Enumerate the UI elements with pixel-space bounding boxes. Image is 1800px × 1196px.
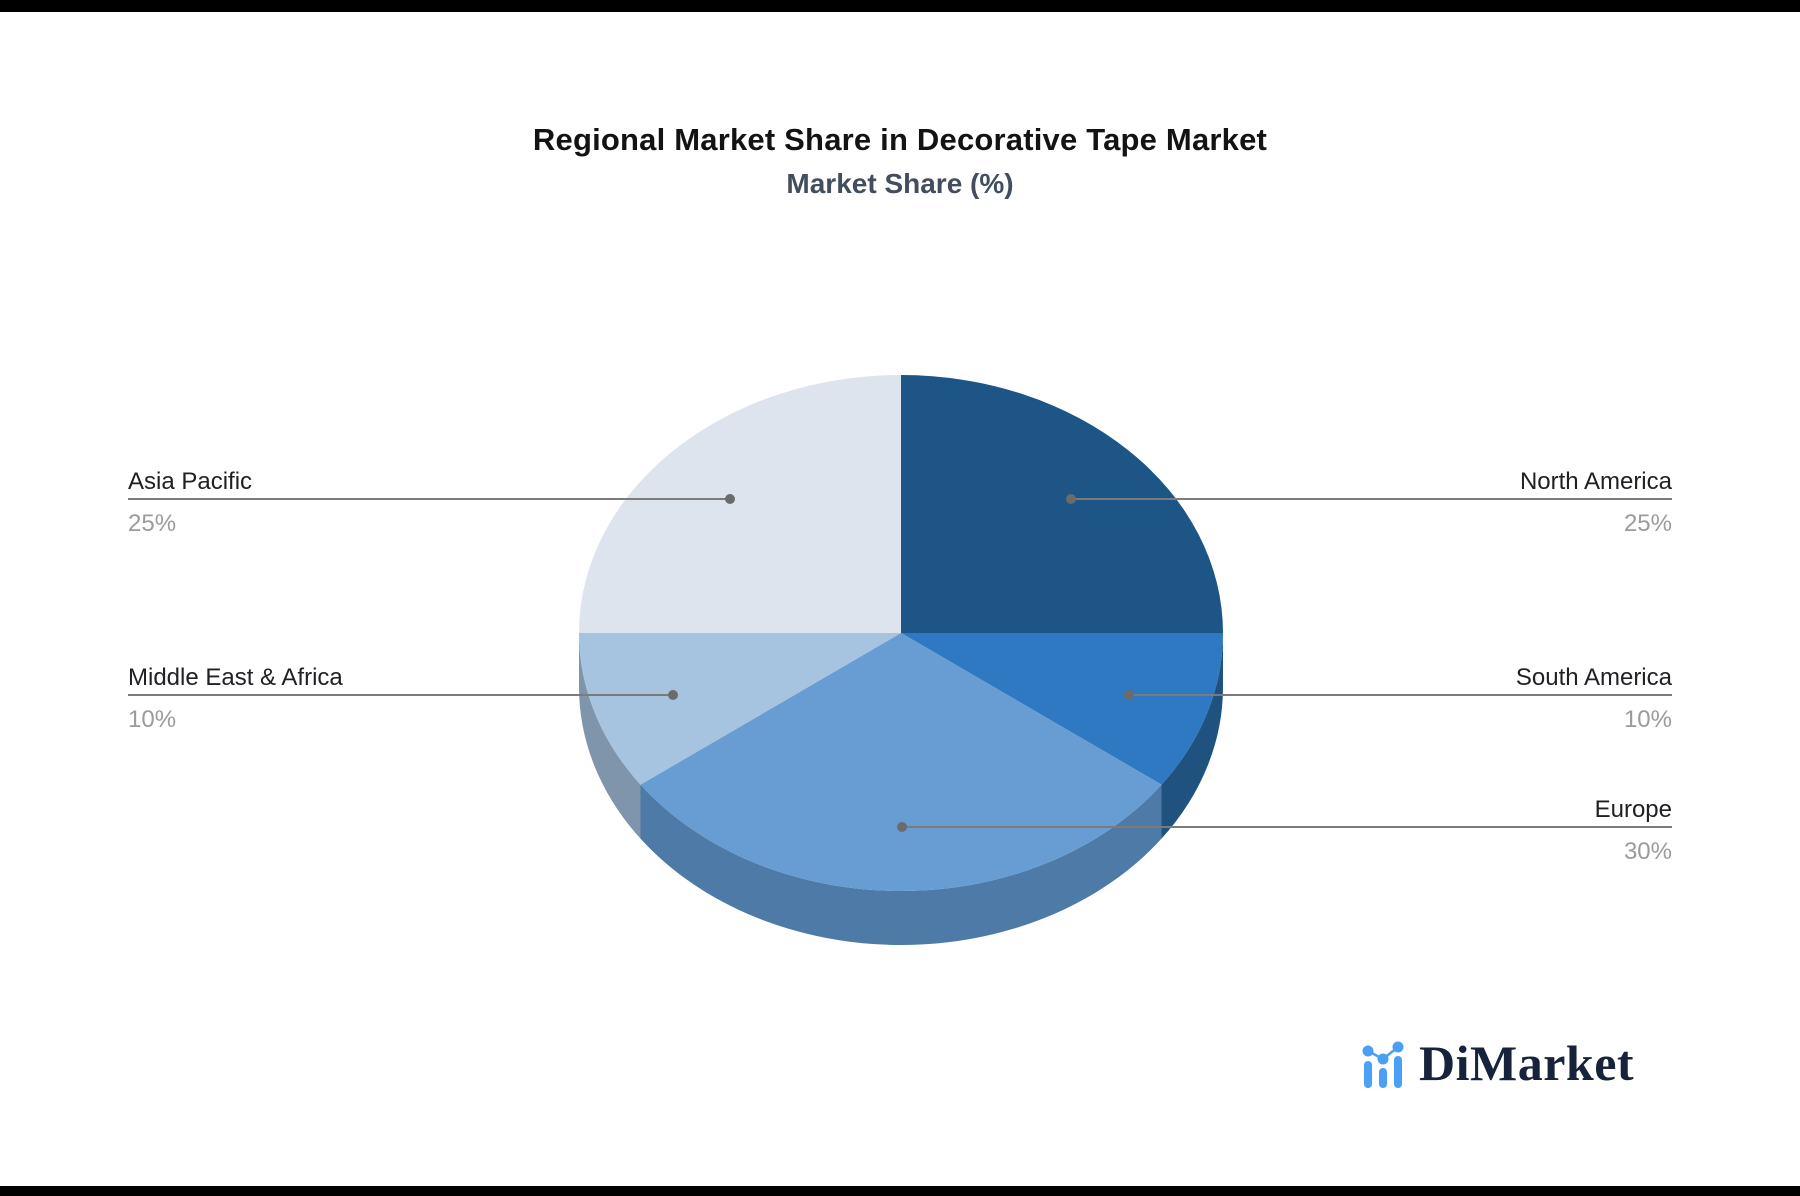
leader-dot-europe (897, 822, 907, 832)
pie-slice-north-america[interactable] (901, 375, 1223, 633)
label-asia-pacific: Asia Pacific (128, 468, 252, 495)
pie-slice-wall-middle-east-africa (579, 633, 641, 839)
label-middle-east-africa: Middle East & Africa (128, 664, 343, 691)
label-north-america: North America (1520, 468, 1673, 495)
chart-subtitle: Market Share (%) (786, 168, 1014, 199)
bottom-border-bar (0, 1186, 1800, 1196)
top-border-bar (0, 0, 1800, 12)
brand-logo-text: DiMarket (1419, 1035, 1635, 1091)
value-middle-east-africa: 10% (128, 706, 176, 733)
pie-slice-wall-south-america (1161, 633, 1223, 839)
value-europe: 30% (1624, 838, 1672, 865)
pie-3d-side-walls (579, 633, 1223, 945)
brand-logo: DiMarket (1360, 1038, 1634, 1088)
label-south-america: South America (1516, 664, 1673, 691)
callout-lines (128, 494, 1672, 832)
label-europe: Europe (1595, 796, 1672, 823)
leader-dot-asia-pacific (725, 494, 735, 504)
leader-dot-south-america (1124, 690, 1134, 700)
pie-slice-south-america[interactable] (901, 633, 1223, 785)
value-asia-pacific: 25% (128, 510, 176, 537)
leader-dot-north-america (1066, 494, 1076, 504)
bar-chart-trend-icon (1362, 1041, 1404, 1088)
chart-title: Regional Market Share in Decorative Tape… (532, 122, 1268, 157)
leader-dot-middle-east-africa (668, 690, 678, 700)
pie-slice-middle-east-africa[interactable] (579, 633, 901, 785)
value-south-america: 10% (1624, 706, 1672, 733)
pie-slices (579, 375, 1223, 891)
pie-slice-asia-pacific[interactable] (579, 375, 901, 633)
pie-slice-wall-europe (640, 784, 1162, 945)
value-north-america: 25% (1624, 510, 1672, 537)
slice-labels: Asia Pacific 25% North America 25% Middl… (128, 468, 1673, 865)
